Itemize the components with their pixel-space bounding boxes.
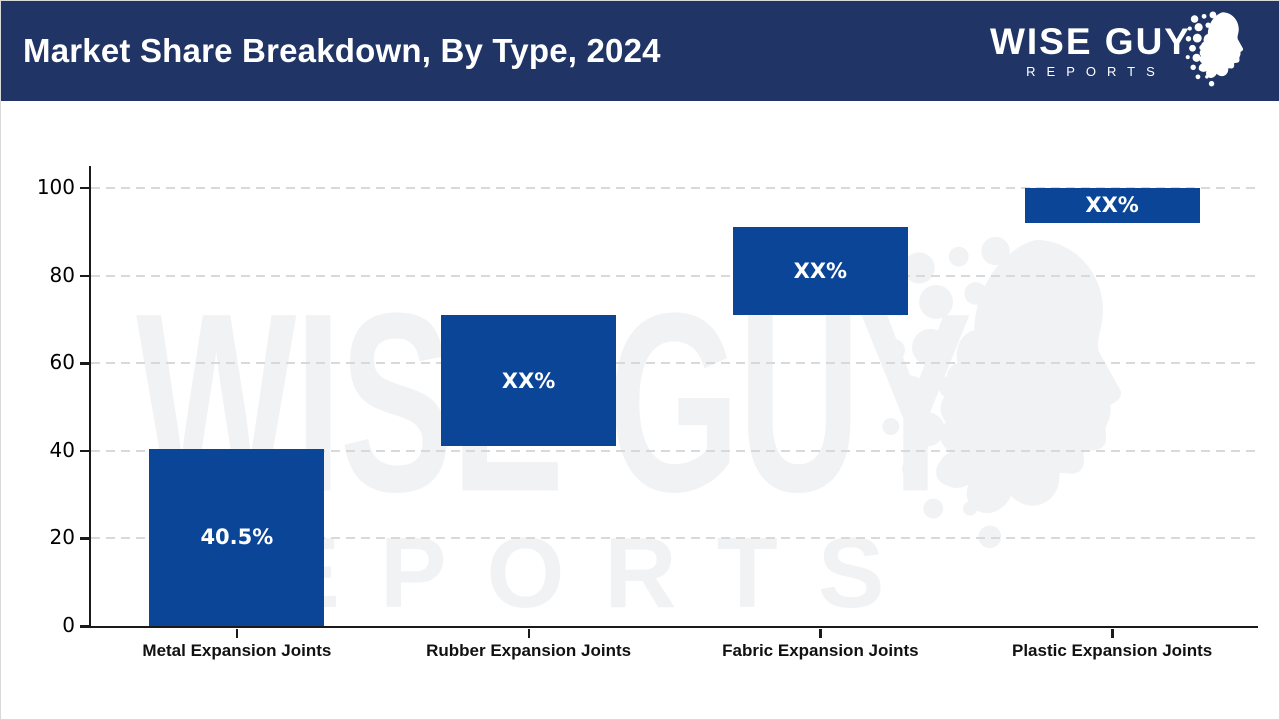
y-axis-tick <box>80 274 89 278</box>
x-axis-category-label: Metal Expansion Joints <box>142 641 332 660</box>
y-axis-tick <box>80 362 89 365</box>
brand-face-icon <box>1185 11 1244 87</box>
x-axis-category-label: Plastic Expansion Joints <box>1011 641 1213 660</box>
x-axis-tick <box>235 628 239 638</box>
header: Market Share Breakdown, By Type, 2024 WI… <box>1 1 1279 101</box>
y-axis-tick-label: 0 <box>62 613 75 638</box>
y-axis-tick-label: 40 <box>49 437 75 462</box>
bar-value-label: 40.5% <box>200 525 274 550</box>
y-axis-tick <box>80 449 89 453</box>
bar-4: XX% <box>1024 187 1200 223</box>
x-axis-tick <box>527 628 531 638</box>
brand-wordmark: WISE GUY <box>989 21 1191 62</box>
gridline <box>91 274 1258 277</box>
x-axis-category-label: Rubber Expansion Joints <box>426 641 632 660</box>
gridline <box>91 449 1258 452</box>
x-axis-tick <box>819 628 822 638</box>
bar-3: XX% <box>732 227 908 315</box>
plot-area: 0 20 40 60 80 100 40.5% Metal Expansion Joints X… <box>37 166 1258 660</box>
x-axis-category-label: Fabric Expansion Joints <box>722 641 919 660</box>
y-axis-tick-label: 80 <box>49 262 75 287</box>
brand-logo: WISE GUY REPORTS <box>990 10 1251 92</box>
bar-1: 40.5% <box>149 448 325 626</box>
page-title: Market Share Breakdown, By Type, 2024 <box>23 32 661 69</box>
gridline <box>91 537 1258 540</box>
brand-subtext: REPORTS <box>1026 64 1166 79</box>
y-axis-tick-label: 20 <box>49 525 75 550</box>
chart-area: WISE GUY REPORTS 0 20 40 60 80 100 40.5% Metal … <box>1 101 1279 719</box>
y-axis-tick <box>80 625 89 628</box>
bar-value-label: XX% <box>501 368 556 393</box>
bar-2: XX% <box>441 314 617 447</box>
brand-logo-text: WISE GUY REPORTS <box>990 23 1191 79</box>
gridline <box>91 186 1258 189</box>
y-axis-tick-label: 100 <box>36 174 75 199</box>
y-axis-tick-label: 60 <box>49 350 75 375</box>
x-axis-tick <box>1111 628 1114 638</box>
gridline <box>91 362 1258 365</box>
y-axis-tick <box>80 537 89 540</box>
y-axis-tick <box>80 186 89 190</box>
bar-value-label: XX% <box>1085 193 1139 218</box>
bar-value-label: XX% <box>793 259 848 284</box>
